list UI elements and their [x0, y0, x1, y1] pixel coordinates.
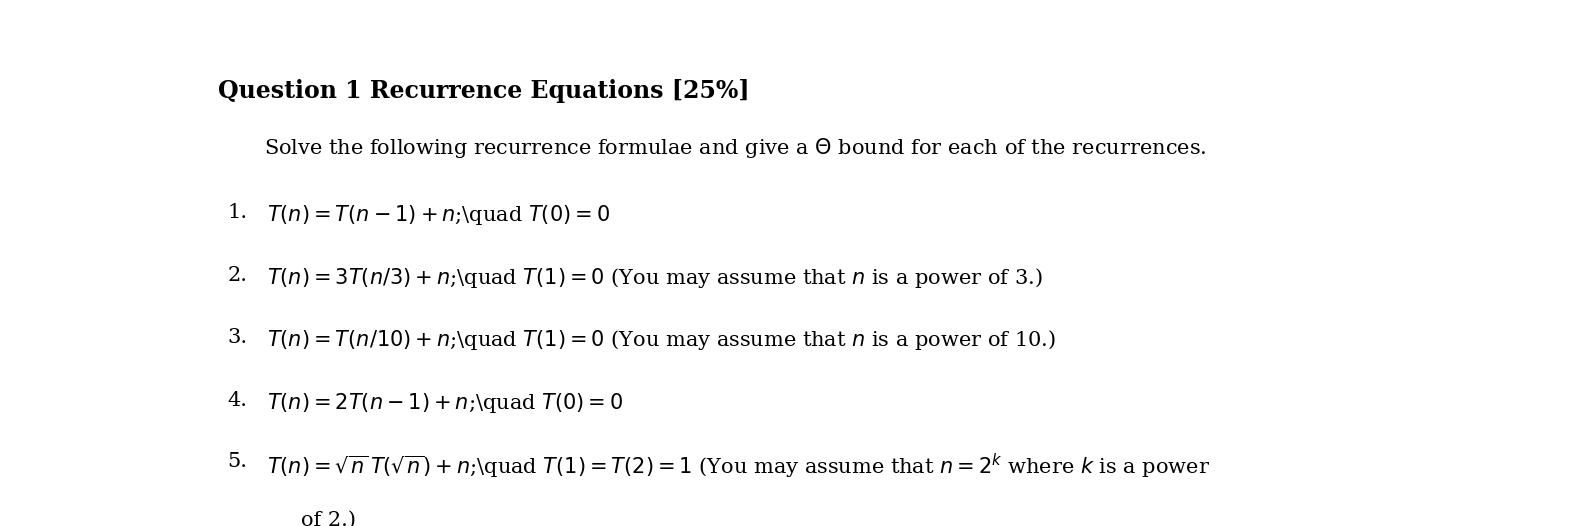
Text: 2.: 2. — [228, 266, 248, 285]
Text: Solve the following recurrence formulae and give a $\Theta$ bound for each of th: Solve the following recurrence formulae … — [264, 136, 1206, 160]
Text: Question 1 Recurrence Equations [25%]: Question 1 Recurrence Equations [25%] — [219, 79, 750, 103]
Text: $T(n) = T(n-1) + n$;\quad $T(0) = 0$: $T(n) = T(n-1) + n$;\quad $T(0) = 0$ — [267, 203, 610, 227]
Text: $T(n) = \sqrt{n}\,T(\sqrt{n}) + n$;\quad $T(1) = T(2) = 1$ (You may assume that : $T(n) = \sqrt{n}\,T(\sqrt{n}) + n$;\quad… — [267, 452, 1210, 481]
Text: $T(n) = T(n/10) + n$;\quad $T(1) = 0$ (You may assume that $n$ is a power of 10.: $T(n) = T(n/10) + n$;\quad $T(1) = 0$ (Y… — [267, 328, 1056, 352]
Text: 3.: 3. — [228, 328, 248, 347]
Text: 5.: 5. — [228, 452, 248, 471]
Text: $T(n) = 2T(n-1) + n$;\quad $T(0) = 0$: $T(n) = 2T(n-1) + n$;\quad $T(0) = 0$ — [267, 391, 624, 415]
Text: 1.: 1. — [228, 203, 248, 222]
Text: 4.: 4. — [228, 391, 248, 410]
Text: of 2.): of 2.) — [302, 511, 357, 526]
Text: $T(n) = 3T(n/3) + n$;\quad $T(1) = 0$ (You may assume that $n$ is a power of 3.): $T(n) = 3T(n/3) + n$;\quad $T(1) = 0$ (Y… — [267, 266, 1042, 290]
